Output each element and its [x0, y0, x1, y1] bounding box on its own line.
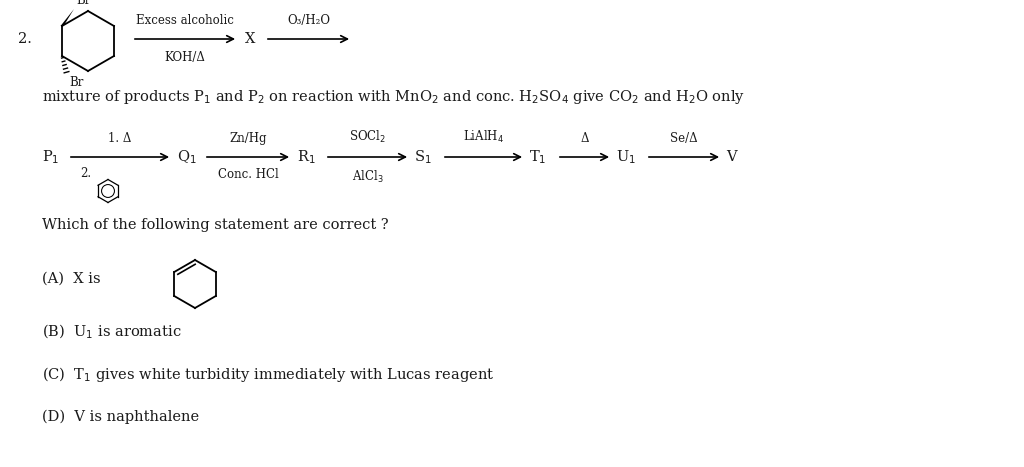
Text: T$_1$: T$_1$: [529, 148, 547, 166]
Text: Which of the following statement are correct ?: Which of the following statement are cor…: [42, 218, 389, 232]
Text: Zn/Hg: Zn/Hg: [229, 133, 266, 146]
Text: Conc. HCl: Conc. HCl: [218, 169, 279, 182]
Text: O₃/H₂O: O₃/H₂O: [287, 14, 330, 28]
Text: U$_1$: U$_1$: [616, 148, 636, 166]
Text: Q$_1$: Q$_1$: [177, 148, 197, 166]
Text: mixture of products P$_1$ and P$_2$ on reaction with MnO$_2$ and conc. H$_2$SO$_: mixture of products P$_1$ and P$_2$ on r…: [42, 88, 745, 106]
Text: Excess alcoholic: Excess alcoholic: [136, 14, 233, 28]
Text: R$_1$: R$_1$: [297, 148, 315, 166]
Text: (C)  T$_1$ gives white turbidity immediately with Lucas reagent: (C) T$_1$ gives white turbidity immediat…: [42, 366, 495, 384]
Text: 1. Δ: 1. Δ: [109, 132, 132, 145]
Text: 2.: 2.: [80, 167, 91, 180]
Text: V: V: [726, 150, 736, 164]
Text: (A)  X is: (A) X is: [42, 272, 100, 286]
Polygon shape: [60, 9, 74, 26]
Text: P$_1$: P$_1$: [42, 148, 59, 166]
Text: Br: Br: [69, 76, 83, 89]
Text: (B)  U$_1$ is aromatic: (B) U$_1$ is aromatic: [42, 323, 181, 341]
Text: Br: Br: [76, 0, 90, 7]
Text: S$_1$: S$_1$: [414, 148, 432, 166]
Text: (D)  V is naphthalene: (D) V is naphthalene: [42, 410, 199, 424]
Text: KOH/Δ: KOH/Δ: [165, 50, 206, 64]
Text: Δ: Δ: [581, 133, 589, 146]
Text: X: X: [245, 32, 255, 46]
Text: AlCl$_3$: AlCl$_3$: [351, 169, 383, 184]
Text: SOCl$_2$: SOCl$_2$: [349, 129, 386, 146]
Text: 2.: 2.: [18, 32, 32, 46]
Text: LiAlH$_4$: LiAlH$_4$: [463, 129, 504, 146]
Text: Se/Δ: Se/Δ: [670, 133, 697, 146]
